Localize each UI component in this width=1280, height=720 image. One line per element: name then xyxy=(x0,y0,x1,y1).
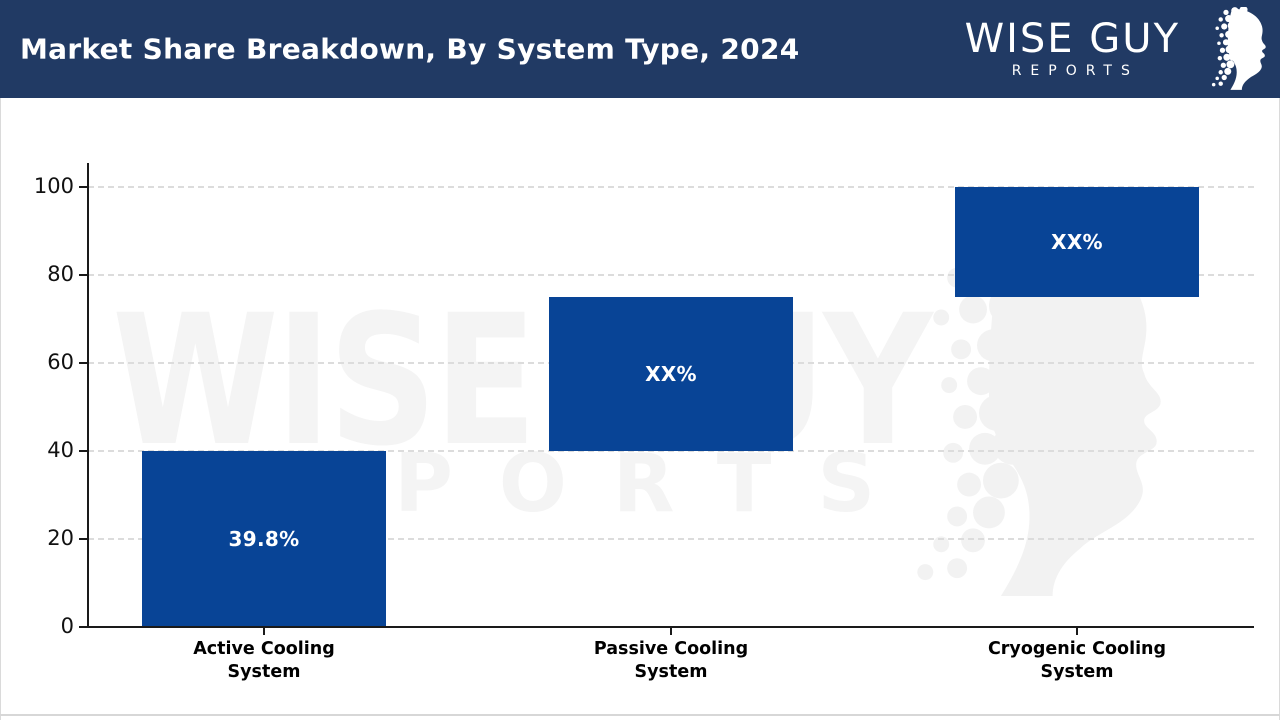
x-tick-2 xyxy=(670,628,672,635)
logo-dotted-head-icon xyxy=(1211,7,1266,90)
logo-text: WISE GUY REPORTS xyxy=(965,19,1180,79)
x-tick-3 xyxy=(1076,628,1078,635)
wise-guy-reports-logo: WISE GUY REPORTS xyxy=(965,7,1270,90)
watermark-wordmark: WISE GUY xyxy=(112,277,933,486)
y-axis-line xyxy=(87,163,89,628)
x-axis-line xyxy=(87,626,1254,628)
frame-edge-left xyxy=(0,98,1,720)
y-tick-label-100: 100 xyxy=(33,174,74,198)
category-label-3: Cryogenic Cooling System xyxy=(987,639,1167,682)
gridline-40 xyxy=(88,450,1254,452)
y-tick-0 xyxy=(79,626,87,628)
bar-value-label: 39.8% xyxy=(228,527,300,551)
y-tick-20 xyxy=(79,538,87,540)
bar-value-label: XX% xyxy=(645,362,697,386)
bar-1: 39.8% xyxy=(142,451,386,627)
gridline-100 xyxy=(88,186,1254,188)
y-tick-label-80: 80 xyxy=(47,262,74,286)
logo-reports-text: REPORTS xyxy=(1011,62,1139,79)
y-tick-100 xyxy=(79,186,87,188)
gridline-80 xyxy=(88,274,1254,276)
bar-2: XX% xyxy=(549,297,793,451)
bar-value-label: XX% xyxy=(1051,230,1103,254)
x-tick-1 xyxy=(263,628,265,635)
gridline-20 xyxy=(88,538,1254,540)
y-tick-label-60: 60 xyxy=(47,350,74,374)
y-tick-40 xyxy=(79,450,87,452)
category-label-1: Active Cooling System xyxy=(193,639,335,682)
y-tick-60 xyxy=(79,362,87,364)
y-tick-label-0: 0 xyxy=(60,614,74,638)
y-tick-label-40: 40 xyxy=(47,438,74,462)
header-bar: Market Share Breakdown, By System Type, … xyxy=(0,0,1280,98)
frame-edge-bottom xyxy=(0,714,1280,716)
chart-title: Market Share Breakdown, By System Type, … xyxy=(20,32,800,66)
logo-wordmark: WISE GUY xyxy=(964,15,1180,62)
y-tick-80 xyxy=(79,274,87,276)
category-label-2: Passive Cooling System xyxy=(593,639,749,682)
bar-3: XX% xyxy=(955,187,1199,297)
y-tick-label-20: 20 xyxy=(47,526,74,550)
